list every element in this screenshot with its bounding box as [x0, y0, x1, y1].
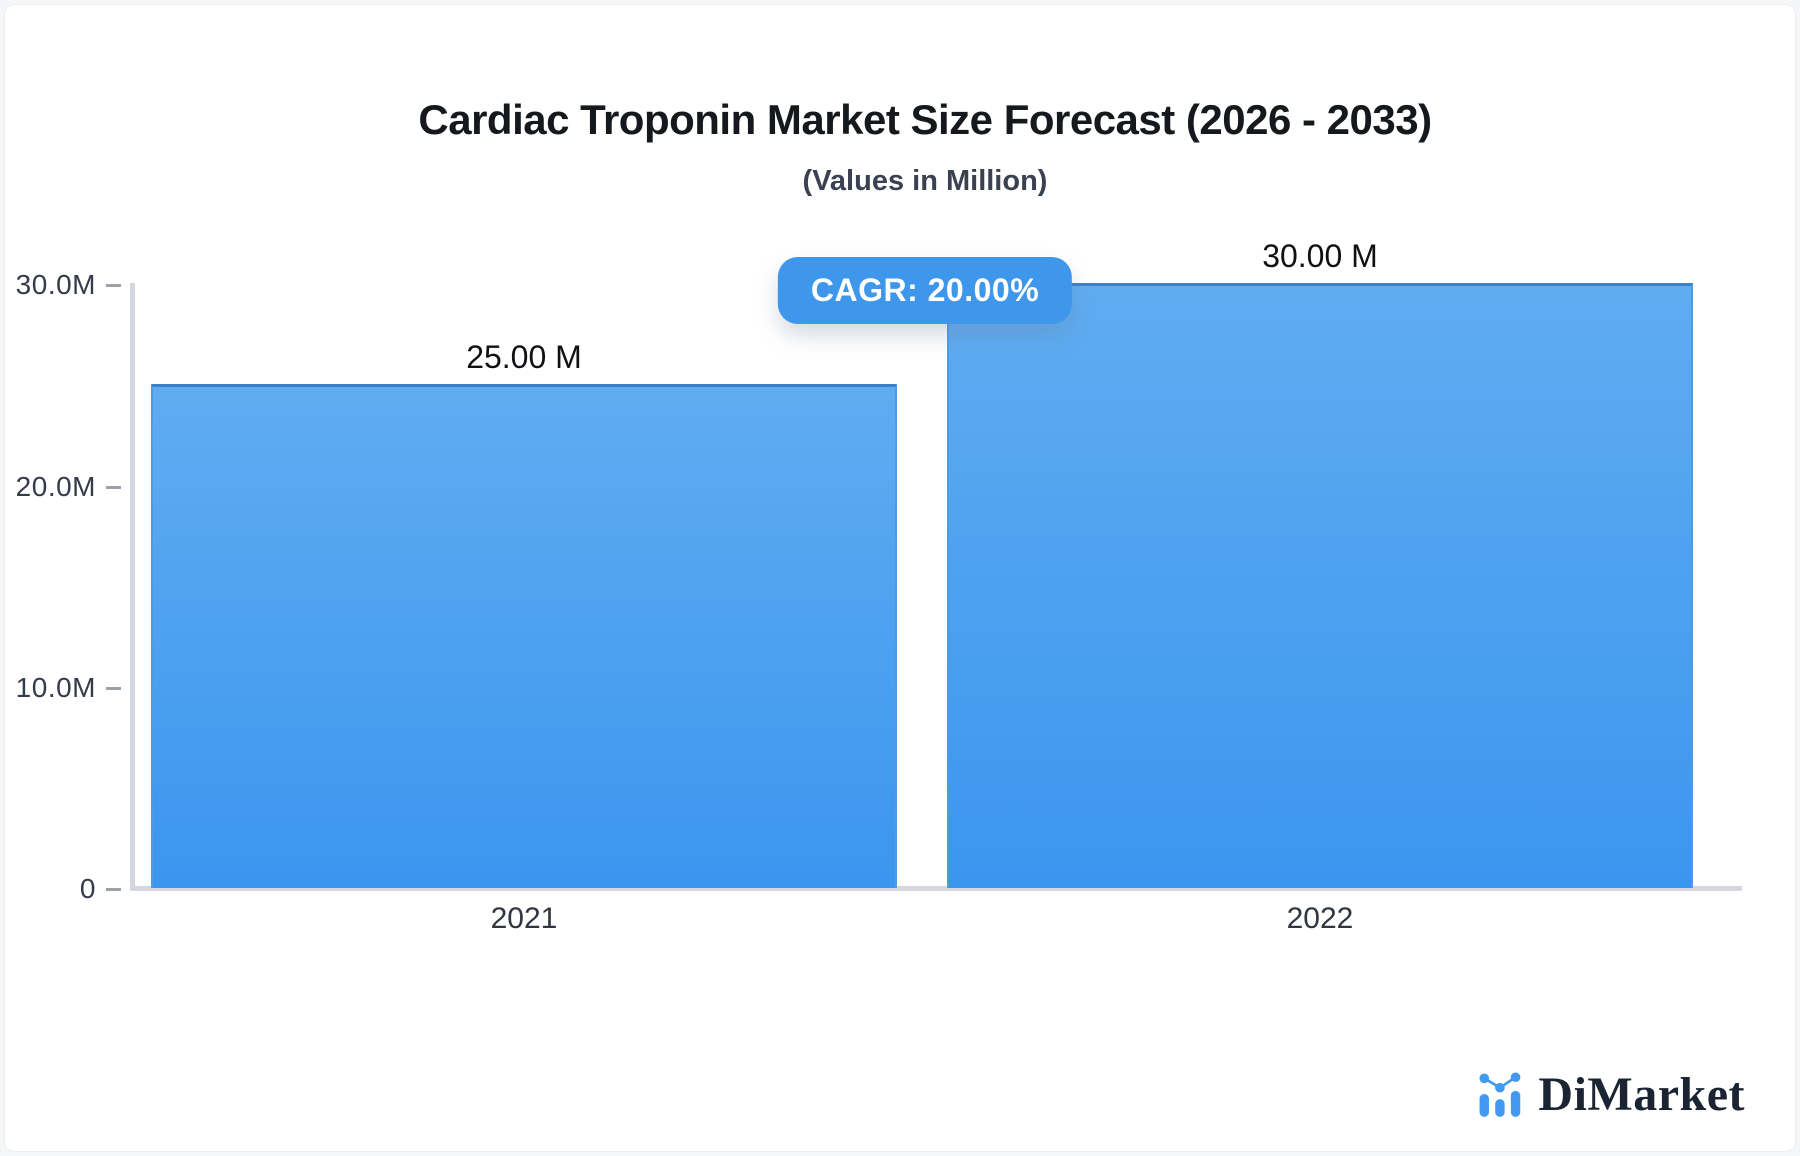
bar-value-label-2021: 25.00 M	[466, 339, 582, 375]
y-axis-line	[130, 283, 135, 888]
x-axis-label-2021: 2021	[490, 902, 558, 935]
dimarket-logo: DiMarket	[1478, 1067, 1745, 1122]
x-axis-label-2022: 2022	[1286, 902, 1354, 935]
y-axis-tick-mark	[106, 283, 121, 287]
mini-bar-line-chart-icon	[1479, 1071, 1521, 1117]
y-axis-tick: 20.0M	[0, 471, 121, 503]
bar-2022[interactable]	[947, 283, 1693, 888]
y-axis-tick-mark	[106, 686, 121, 690]
y-axis-tick: 0	[0, 873, 121, 905]
bar-value-label-2022: 30.00 M	[1262, 238, 1378, 274]
cagr-badge: CAGR: 20.00%	[777, 257, 1073, 324]
chart-subtitle: (Values in Million)	[802, 165, 1048, 197]
bar-2021[interactable]	[151, 384, 897, 888]
y-axis-tick-label: 20.0M	[15, 471, 96, 502]
y-axis-tick-mark	[106, 887, 121, 891]
y-axis-tick-label: 10.0M	[15, 672, 96, 703]
x-axis-baseline	[130, 886, 1742, 891]
y-axis-tick: 10.0M	[0, 672, 121, 704]
chart-title: Cardiac Troponin Market Size Forecast (2…	[418, 96, 1432, 143]
y-axis-tick-mark	[106, 485, 121, 489]
y-axis-tick-label: 30.0M	[15, 269, 96, 300]
y-axis-tick-label: 0	[79, 873, 96, 904]
dimarket-logo-text: DiMarket	[1538, 1068, 1745, 1121]
y-axis-tick: 30.0M	[0, 269, 121, 301]
